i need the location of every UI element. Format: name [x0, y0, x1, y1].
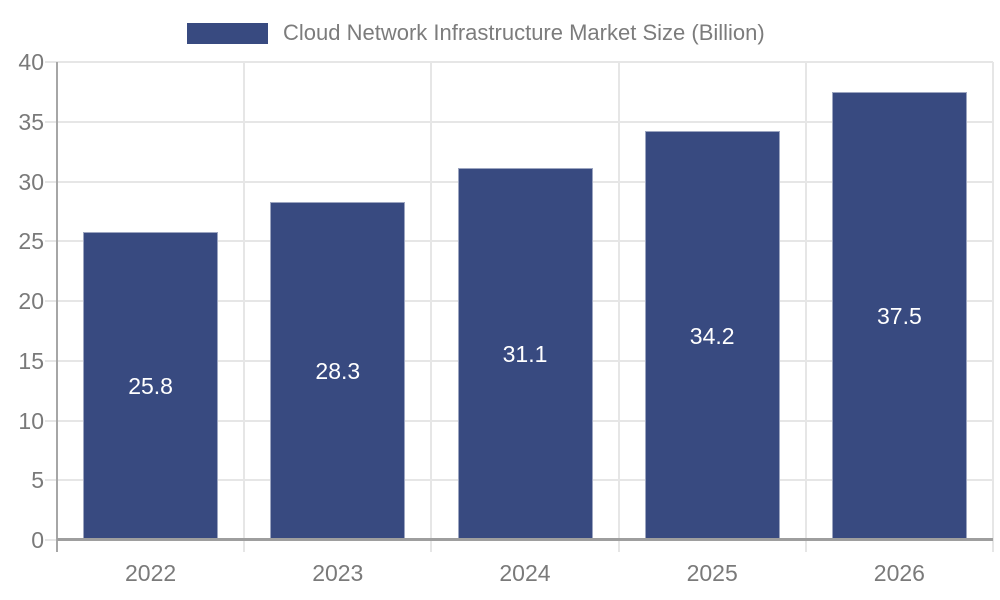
bar-value-label: 28.3	[315, 357, 361, 384]
y-tick-label: 20	[18, 288, 44, 314]
x-tick-label: 2026	[873, 560, 925, 586]
gridline-vertical	[243, 62, 246, 552]
legend: Cloud Network Infrastructure Market Size…	[187, 20, 765, 46]
y-tick-label: 0	[31, 527, 44, 553]
gridline-vertical	[804, 62, 807, 552]
y-tick-label: 40	[18, 49, 44, 75]
gridline-horizontal	[45, 61, 993, 63]
legend-label: Cloud Network Infrastructure Market Size…	[283, 20, 765, 45]
x-axis-line	[57, 538, 993, 541]
gridline-vertical	[992, 62, 994, 552]
bar-2023: 28.3	[270, 201, 406, 540]
y-tick-label: 5	[31, 467, 44, 494]
legend-swatch	[187, 22, 268, 44]
x-tick-label: 2023	[312, 560, 364, 586]
bar-value-label: 31.1	[502, 341, 548, 368]
x-tick-label: 2022	[125, 560, 177, 586]
y-tick-label: 15	[18, 347, 44, 374]
bar-value-label: 25.8	[128, 372, 173, 399]
y-tick-label: 10	[18, 407, 44, 434]
gridline-vertical	[430, 62, 433, 552]
bar-2026: 37.5	[831, 91, 967, 540]
x-tick-label: 2025	[686, 560, 738, 586]
x-tick-label: 2024	[499, 560, 551, 586]
bar-2022: 25.8	[83, 231, 219, 540]
y-tick-label: 25	[18, 228, 44, 255]
bar-value-label: 37.5	[877, 302, 922, 329]
gridline-vertical	[617, 62, 620, 552]
bar-value-label: 34.2	[689, 322, 735, 349]
gridline-horizontal	[45, 120, 993, 123]
y-axis-line	[56, 62, 58, 552]
plot-area: 0 5 10 15 20 25 30 35 40 25.8 2022 28.3 2023 31.1 2024…	[18, 49, 994, 586]
y-tick-label: 30	[18, 168, 44, 195]
y-tick-label: 35	[18, 108, 44, 135]
bar-2025: 34.2	[644, 131, 780, 540]
bar-2024: 31.1	[457, 168, 593, 540]
